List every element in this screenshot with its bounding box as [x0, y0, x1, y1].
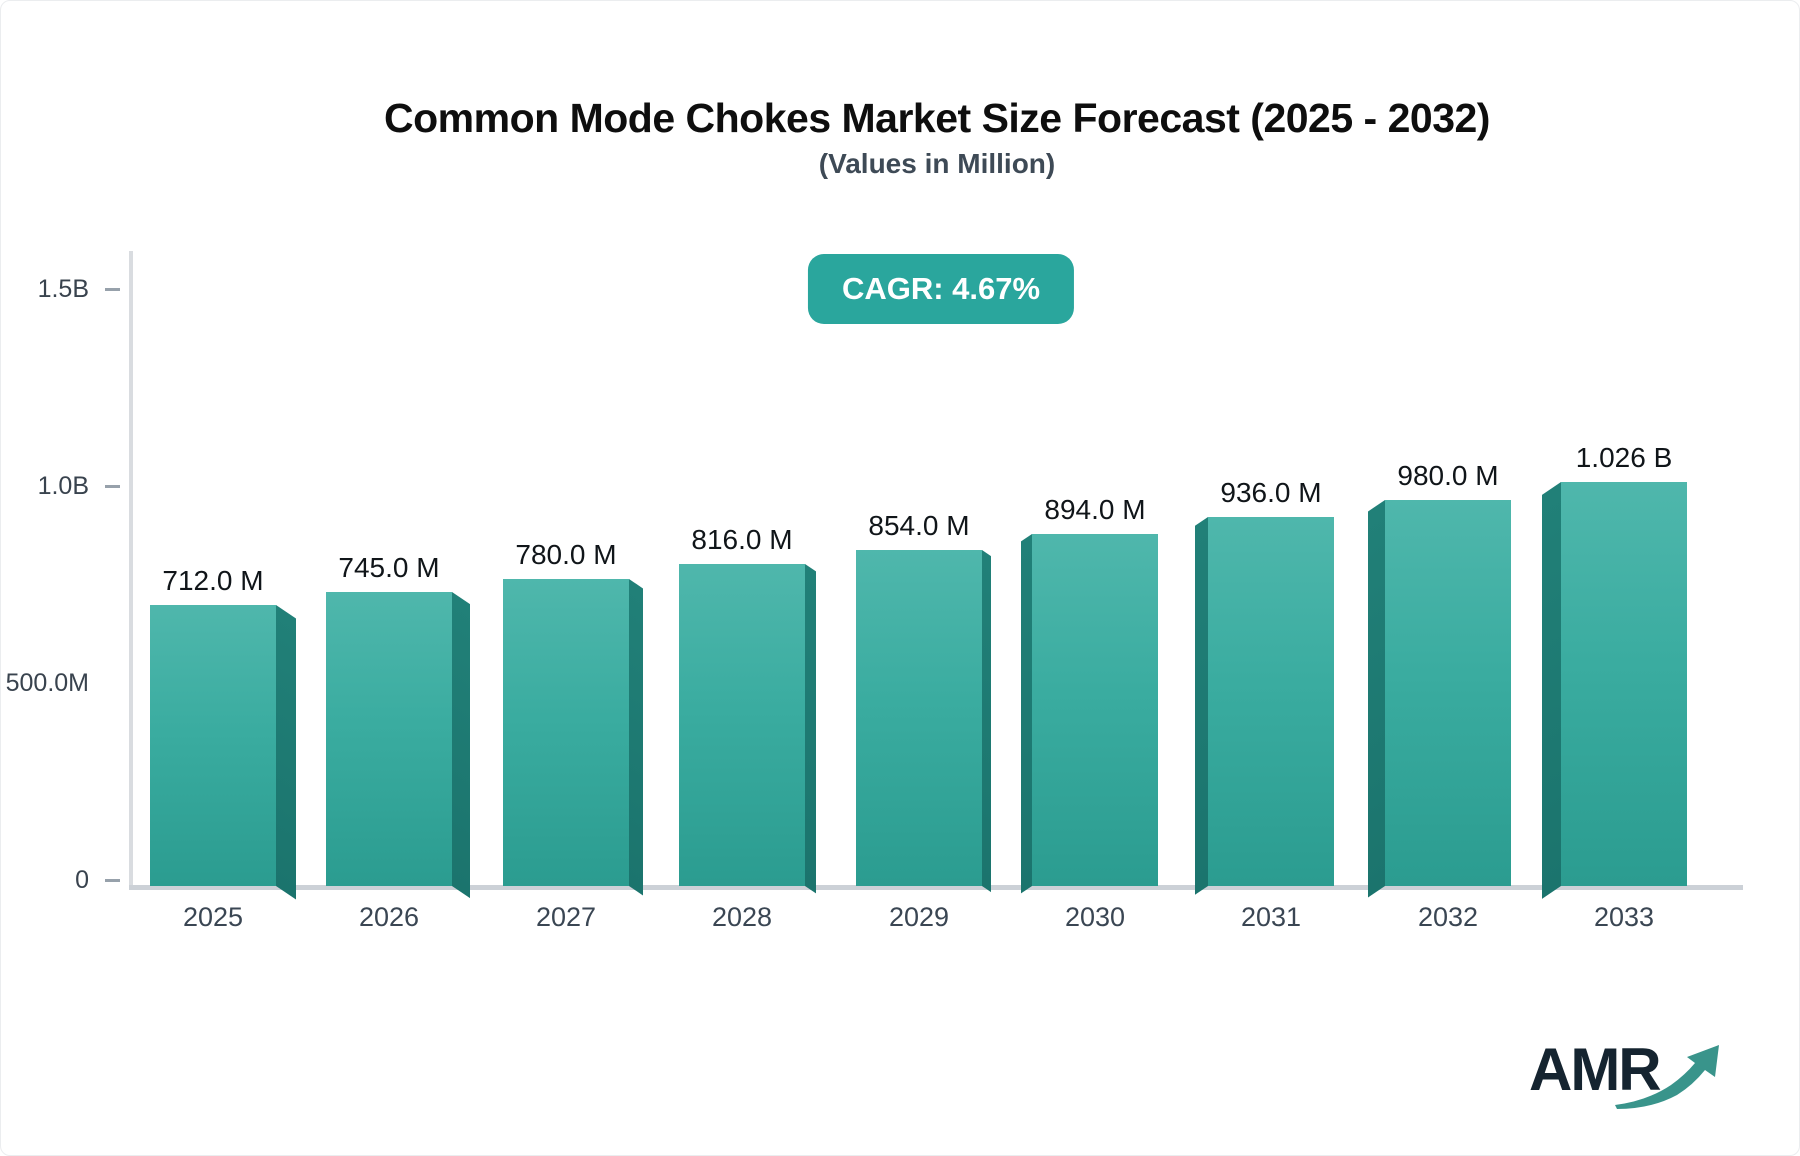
x-tick-label: 2026: [358, 902, 420, 932]
bar-value-label: 712.0 M: [162, 565, 264, 596]
x-tick-label: 2025: [182, 902, 244, 932]
bar-value-label: 780.0 M: [515, 539, 617, 570]
cagr-badge: CAGR: 4.67%: [807, 254, 1075, 324]
bar-side: [1195, 517, 1208, 895]
y-tick-label: 1.0B: [37, 472, 89, 500]
y-tick-label: 500.0M: [5, 669, 89, 697]
bar-side: [629, 579, 643, 896]
bar-value-label: 1.026 B: [1575, 442, 1673, 473]
bar-side: [805, 564, 816, 894]
bar-value-label: 854.0 M: [868, 510, 970, 541]
y-tick-mark: [105, 485, 120, 488]
bar-side: [1368, 500, 1385, 898]
bar-side: [982, 550, 991, 893]
bar-value-label: 816.0 M: [691, 524, 793, 555]
bar-value-label: 936.0 M: [1220, 477, 1322, 508]
y-tick-label: 0: [75, 866, 89, 894]
y-tick-mark: [105, 288, 120, 291]
bar-side: [276, 605, 296, 900]
bar-value-label: 980.0 M: [1397, 460, 1499, 491]
x-tick-label: 2028: [711, 902, 773, 932]
bar-2027: [503, 579, 643, 896]
bar-face: [1561, 482, 1687, 886]
x-tick-label: 2029: [888, 902, 950, 932]
bar-face: [326, 592, 452, 886]
trend-arrow-icon: [1615, 1045, 1719, 1109]
x-tick-label: 2032: [1417, 902, 1479, 932]
bar-face: [1208, 517, 1334, 886]
bar-side: [1021, 534, 1032, 894]
x-tick-label: 2033: [1593, 902, 1655, 932]
bar-2028: [679, 564, 816, 894]
bar-2031: [1195, 517, 1334, 895]
x-tick-label: 2027: [535, 902, 597, 932]
chart-title: Common Mode Chokes Market Size Forecast …: [384, 95, 1490, 141]
bar-face: [679, 564, 805, 886]
bar-2032: [1368, 500, 1511, 898]
x-tick-label: 2031: [1240, 902, 1302, 932]
bar-face: [856, 550, 982, 886]
bar-value-label: 745.0 M: [338, 552, 440, 583]
bar-2029: [856, 550, 991, 893]
chart-subtitle: (Values in Million): [818, 148, 1056, 179]
bar-side: [452, 592, 470, 899]
bar-2030: [1021, 534, 1158, 894]
bar-2033: [1542, 482, 1687, 899]
bar-face: [1032, 534, 1158, 886]
x-axis-line: [129, 885, 1743, 890]
y-axis-line: [129, 251, 133, 885]
amr-logo-text: AMR: [1529, 1036, 1662, 1103]
bar-side: [1542, 482, 1561, 899]
bar-face: [503, 579, 629, 886]
bar-2025: [150, 605, 296, 900]
x-tick-label: 2030: [1064, 902, 1126, 932]
bar-value-label: 894.0 M: [1044, 494, 1146, 525]
bar-face: [150, 605, 276, 886]
bar-face: [1385, 500, 1511, 886]
amr-logo: AMR: [1529, 1035, 1729, 1115]
bar-2026: [326, 592, 470, 899]
y-tick-label: 1.5B: [37, 275, 89, 303]
y-tick-mark: [105, 879, 120, 882]
